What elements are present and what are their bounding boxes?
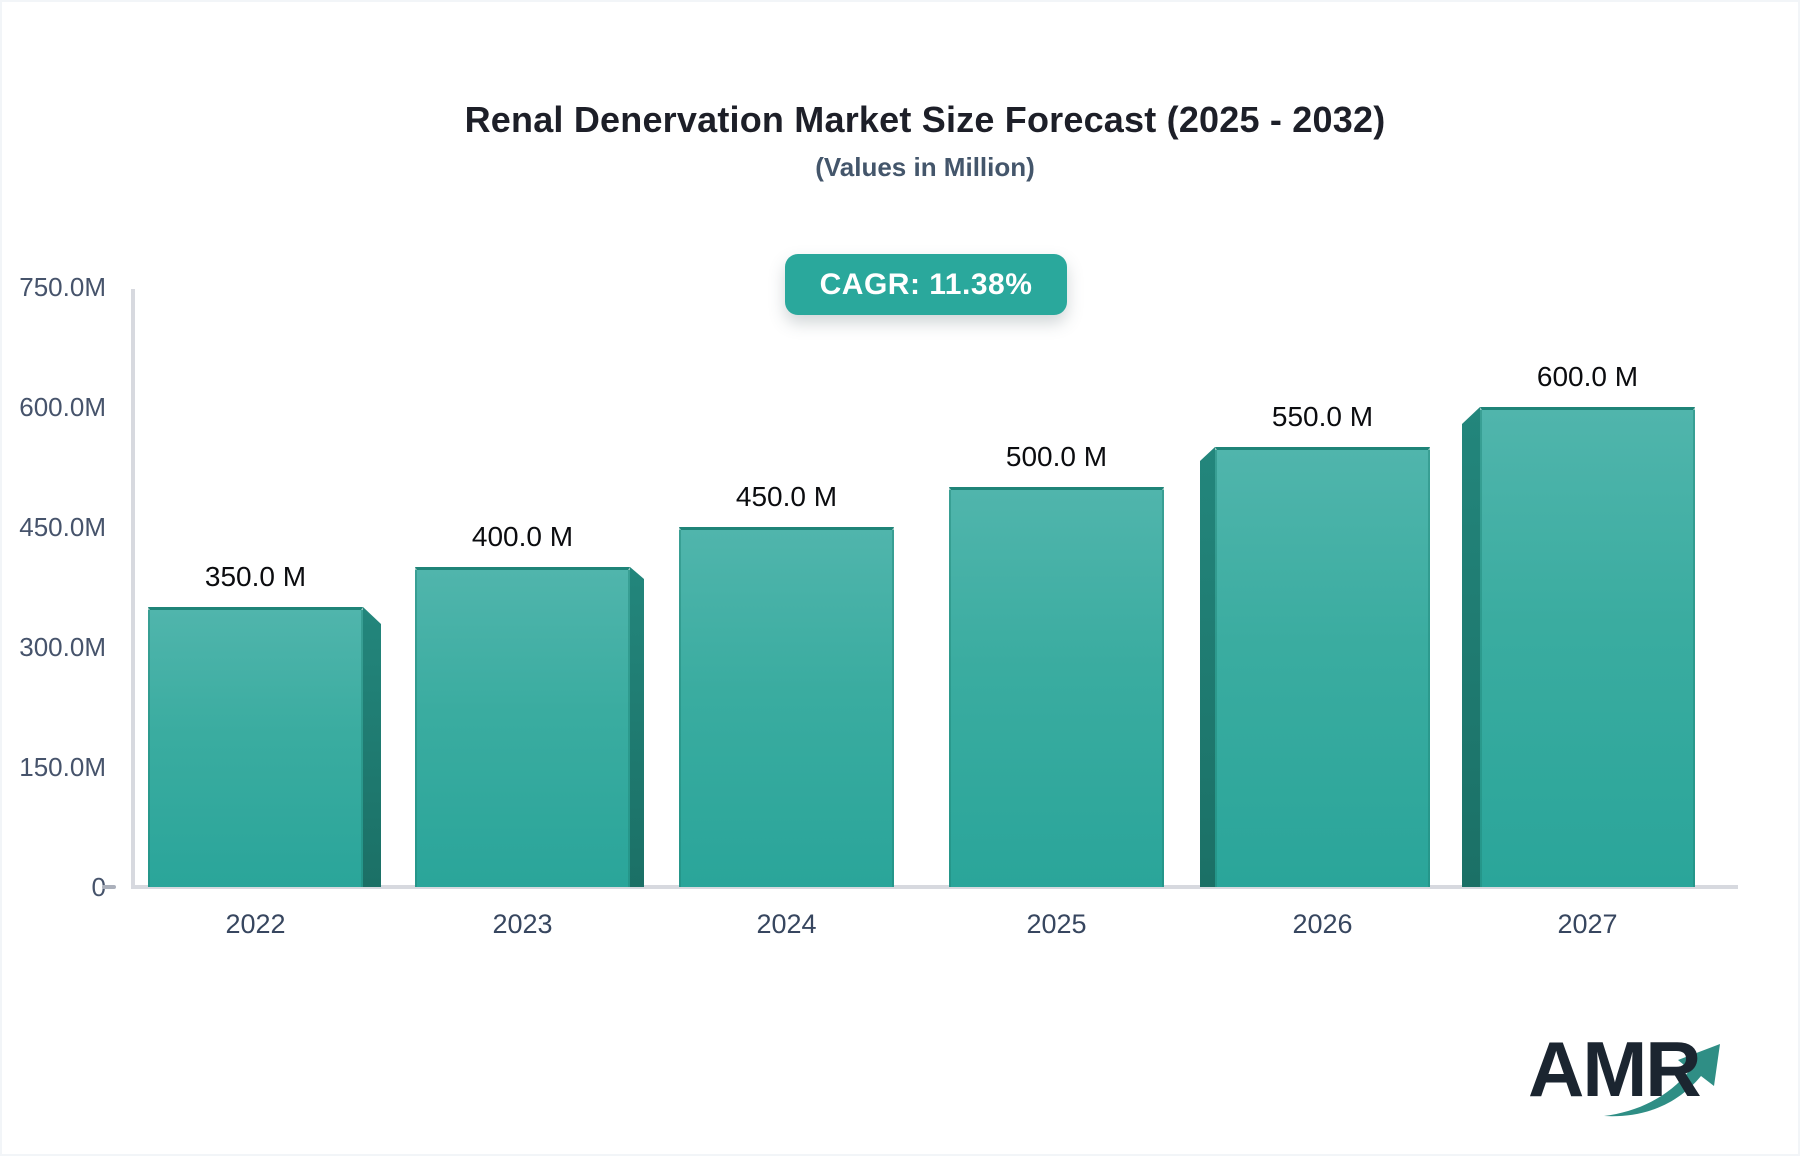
y-tick-label-0: 0 bbox=[91, 872, 106, 902]
cagr-badge-label: CAGR: 11.38% bbox=[819, 267, 1033, 301]
bar-2025 bbox=[949, 487, 1164, 887]
growth-arrow-icon bbox=[1604, 1044, 1720, 1117]
x-tick-label-2025: 2025 bbox=[1026, 909, 1087, 939]
bar-value-label-2024: 450.0 M bbox=[735, 481, 838, 512]
amr-logo-text: AMR bbox=[1528, 1025, 1702, 1113]
y-tick-label-150.0M: 150.0M bbox=[19, 752, 106, 782]
bar-2024 bbox=[679, 527, 894, 887]
chart-subtitle: (Values in Million) bbox=[815, 152, 1035, 182]
y-axis-line bbox=[131, 289, 135, 887]
bar-2023-3d-side bbox=[630, 567, 644, 887]
bar-2022 bbox=[148, 607, 363, 887]
x-tick-label-2023: 2023 bbox=[492, 909, 553, 939]
x-tick-label-2026: 2026 bbox=[1292, 909, 1353, 939]
zero-tick-dash bbox=[102, 885, 116, 889]
y-tick-label-750.0M: 750.0M bbox=[19, 272, 106, 302]
bar-value-label-2025: 500.0 M bbox=[1005, 441, 1108, 472]
x-tick-label-2024: 2024 bbox=[756, 909, 817, 939]
bar-value-label-2026: 550.0 M bbox=[1271, 401, 1374, 432]
y-tick-label-600.0M: 600.0M bbox=[19, 392, 106, 422]
amr-logo: AMR bbox=[1528, 1024, 1738, 1134]
y-tick-label-300.0M: 300.0M bbox=[19, 632, 106, 662]
bar-2027 bbox=[1480, 407, 1695, 887]
bar-value-label-2027: 600.0 M bbox=[1536, 361, 1639, 392]
x-tick-label-2027: 2027 bbox=[1557, 909, 1618, 939]
bar-2027-3d-side bbox=[1462, 407, 1480, 887]
chart-header: Renal Denervation Market Size Forecast (… bbox=[112, 98, 1738, 183]
x-axis-line bbox=[131, 885, 1738, 889]
cagr-badge: CAGR: 11.38% bbox=[785, 254, 1067, 315]
bar-value-label-2023: 400.0 M bbox=[471, 521, 574, 552]
bar-2026 bbox=[1215, 447, 1430, 887]
y-tick-label-450.0M: 450.0M bbox=[19, 512, 106, 542]
x-tick-label-2022: 2022 bbox=[225, 909, 286, 939]
bar-value-label-2022: 350.0 M bbox=[204, 561, 307, 592]
bar-2026-3d-side bbox=[1200, 447, 1215, 887]
chart-title: Renal Denervation Market Size Forecast (… bbox=[464, 99, 1386, 140]
bar-2023 bbox=[415, 567, 630, 887]
bar-2022-3d-side bbox=[363, 607, 381, 887]
